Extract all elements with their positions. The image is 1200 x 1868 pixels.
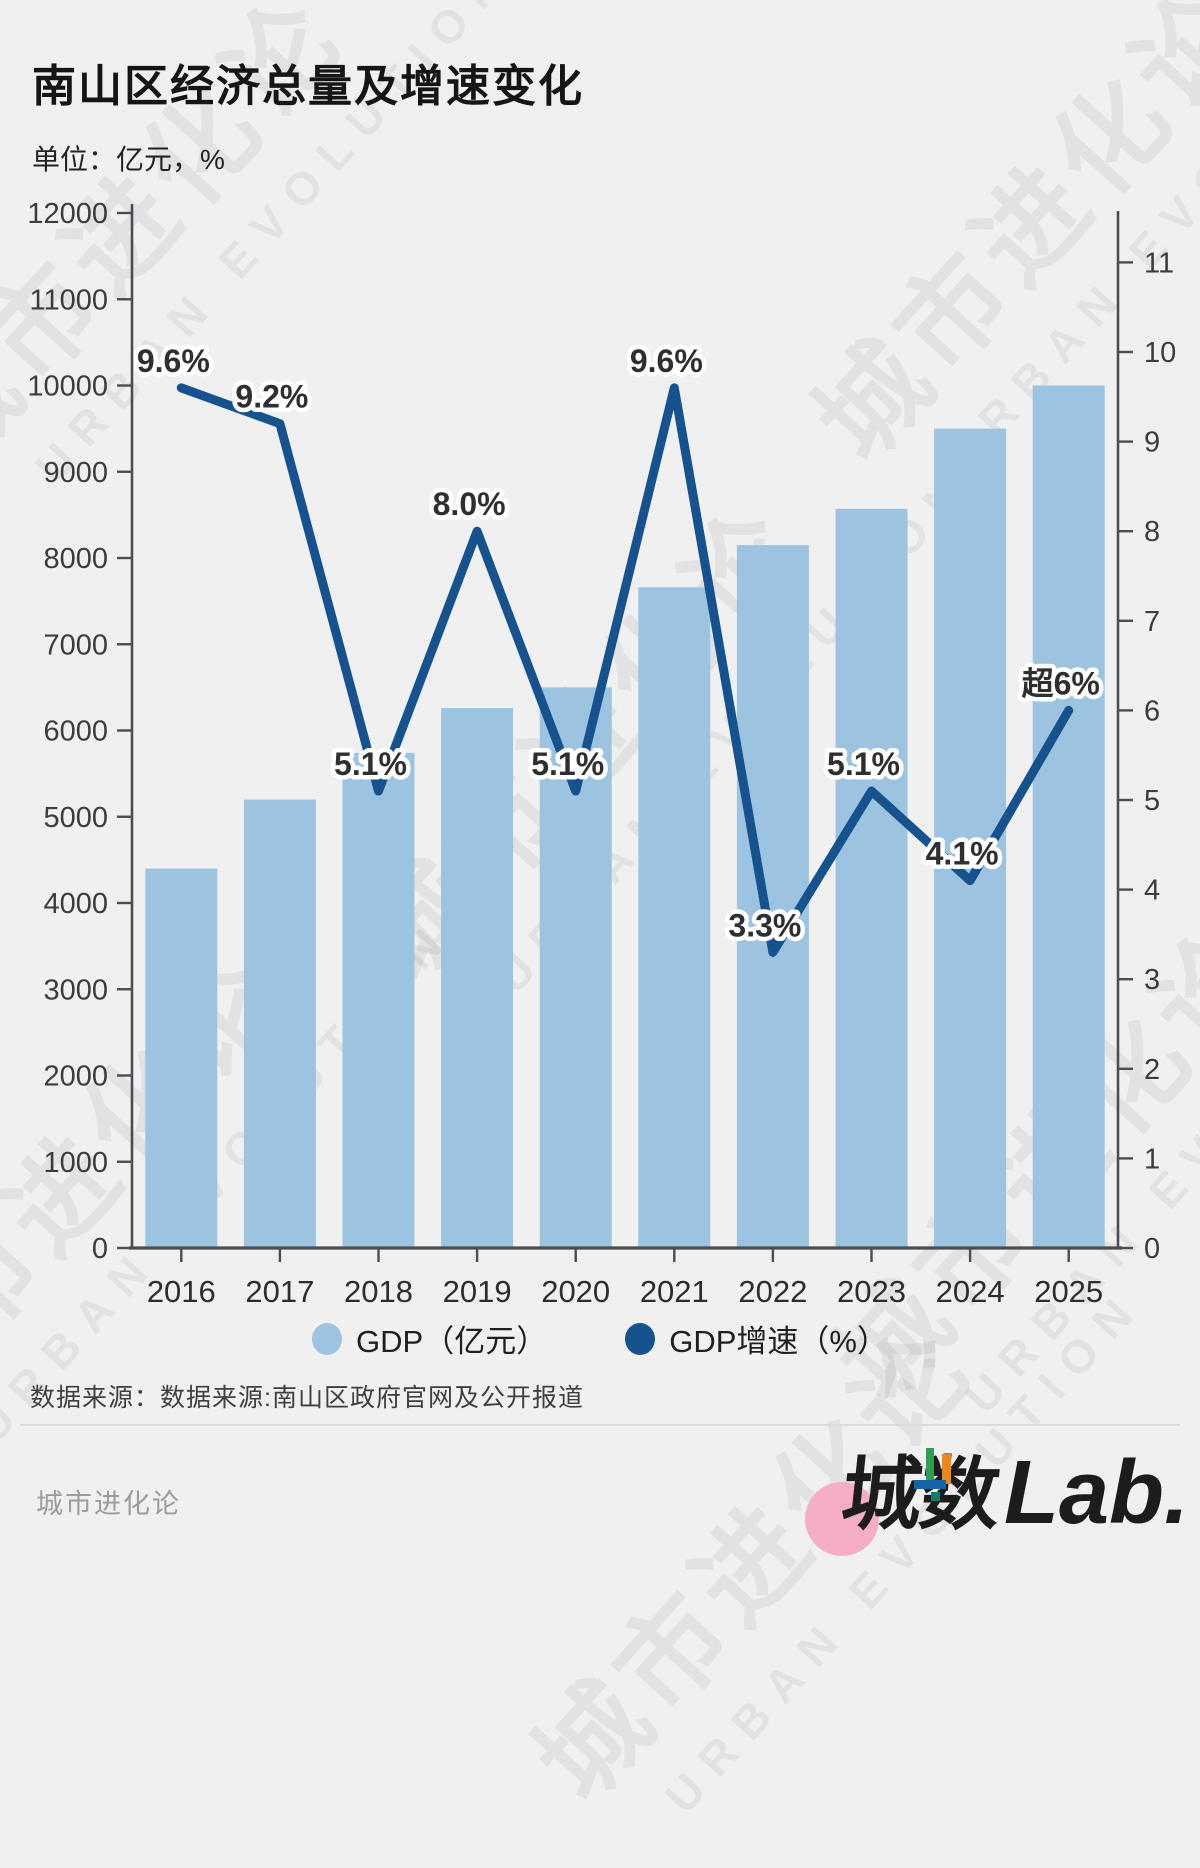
- left-axis-tick-label: 11000: [30, 284, 109, 316]
- legend-marker-icon: [312, 1322, 343, 1355]
- right-axis-tick-label: 5: [1144, 785, 1160, 817]
- left-axis-tick-label: 8000: [43, 543, 108, 575]
- point-label-2023: 5.1%: [827, 746, 900, 782]
- right-axis-tick-label: 0: [1144, 1233, 1160, 1265]
- left-axis-tick-label: 9000: [43, 457, 108, 489]
- point-label-2020: 5.1%: [531, 746, 604, 782]
- x-axis-label-2021: 2021: [640, 1274, 709, 1309]
- point-label-2016: 9.6%: [137, 343, 210, 379]
- gdp-growth-line: [176, 383, 1074, 957]
- unit-subtitle: 单位：亿元，%: [32, 144, 225, 175]
- bar-2022: [736, 545, 809, 1248]
- x-axis-label-2020: 2020: [541, 1274, 610, 1309]
- point-label-2024: 4.1%: [926, 836, 999, 872]
- bar-2016: [145, 868, 218, 1248]
- bar-2018: [342, 752, 415, 1248]
- logo-bar-orange-icon: [942, 1454, 951, 1484]
- right-axis-tick-label: 8: [1144, 516, 1160, 548]
- left-axis-tick-label: 1000: [43, 1147, 108, 1179]
- x-axis-label-2016: 2016: [147, 1274, 216, 1309]
- right-axis-tick-label: 9: [1144, 427, 1160, 459]
- chengshu-lab-logo: 城 数 Lab.: [800, 1440, 1189, 1570]
- left-axis-tick-label: 10000: [27, 371, 108, 403]
- right-axis-tick-label: 10: [1144, 337, 1176, 369]
- logo-char-cheng: 城: [837, 1449, 925, 1539]
- left-axis-tick-label: 12000: [27, 198, 108, 230]
- legend-label: GDP（亿元）: [356, 1324, 548, 1359]
- left-axis-tick-label: 7000: [43, 629, 108, 661]
- x-axis-label-2017: 2017: [245, 1274, 314, 1309]
- right-axis-tick-label: 3: [1144, 964, 1160, 996]
- left-axis-tick-label: 2000: [43, 1061, 108, 1093]
- x-axis-label-2024: 2024: [936, 1274, 1005, 1309]
- point-label-2025: 超6%: [1022, 665, 1100, 701]
- bar-2025: [1032, 385, 1105, 1248]
- legend-label: GDP增速（%）: [669, 1324, 888, 1359]
- point-label-2022: 3.3%: [728, 907, 801, 943]
- chart-legend: GDP（亿元） GDP增速（%）: [0, 1316, 1200, 1361]
- bar-2021: [638, 587, 711, 1248]
- left-axis-tick-label: 4000: [43, 888, 108, 920]
- logo-bar-green-icon: [926, 1448, 934, 1484]
- logo-text: 城 数 Lab.: [837, 1443, 1190, 1543]
- data-source: 数据来源：数据来源:南山区政府官网及公开报道: [30, 1384, 584, 1412]
- left-axis-tick-label: 3000: [43, 974, 108, 1006]
- left-axis-tick-label: 5000: [43, 802, 108, 834]
- bar-2023: [835, 508, 908, 1248]
- page-title: 南山区经济总量及增速变化: [32, 62, 584, 111]
- right-axis-tick-label: 11: [1144, 247, 1174, 279]
- left-axis-tick-label: 6000: [43, 716, 108, 748]
- footer-divider: [20, 1424, 1180, 1426]
- right-axis-tick-label: 6: [1144, 695, 1160, 727]
- x-axis-label-2018: 2018: [344, 1274, 413, 1309]
- bar-2019: [441, 708, 514, 1248]
- point-label-2017: 9.2%: [235, 379, 308, 415]
- logo-bar-blue-icon: [914, 1480, 946, 1489]
- point-label-2019: 8.0%: [433, 486, 506, 522]
- left-axis-tick-label: 0: [92, 1233, 108, 1265]
- legend-marker-icon: [625, 1322, 656, 1355]
- right-axis-tick-label: 2: [1144, 1054, 1160, 1086]
- logo-lab-text: Lab.: [1004, 1443, 1190, 1543]
- x-axis-label-2022: 2022: [738, 1274, 807, 1309]
- bar-2017: [243, 799, 316, 1248]
- point-label-2021: 9.6%: [630, 343, 703, 379]
- right-axis-tick-label: 1: [1144, 1143, 1160, 1175]
- gdp-combo-chart: 0100020003000400050006000700080009000100…: [27, 198, 1176, 1309]
- legend-item-gdp: GDP（亿元）: [312, 1316, 547, 1361]
- right-axis-tick-label: 4: [1144, 875, 1160, 907]
- x-axis-label-2023: 2023: [837, 1274, 906, 1309]
- right-axis-tick-label: 7: [1144, 606, 1160, 638]
- x-axis-label-2019: 2019: [443, 1274, 512, 1309]
- x-axis-label-2025: 2025: [1034, 1274, 1103, 1309]
- logo-pink-circle: [805, 1482, 879, 1556]
- brand-text: 城市进化论: [36, 1489, 181, 1519]
- logo-bar-teal-icon: [931, 1492, 940, 1501]
- point-label-2018: 5.1%: [334, 746, 407, 782]
- legend-item-growth: GDP增速（%）: [625, 1316, 888, 1361]
